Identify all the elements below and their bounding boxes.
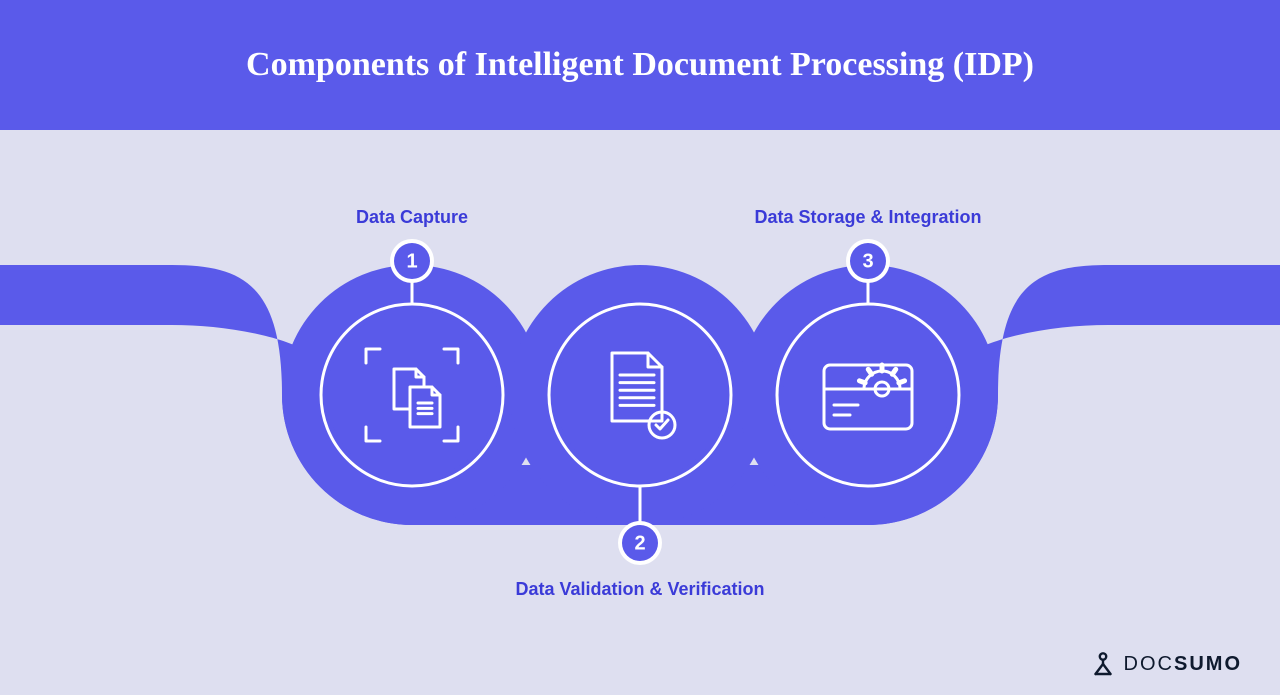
step-1-label: Data Capture: [212, 207, 612, 228]
step-2-label: Data Validation & Verification: [440, 579, 840, 600]
step-number: 2: [634, 532, 645, 554]
page-title: Components of Intelligent Document Proce…: [246, 46, 1034, 84]
header-banner: Components of Intelligent Document Proce…: [0, 0, 1280, 130]
brand-footer: DOCSUMO: [1090, 651, 1242, 677]
step-number: 3: [862, 250, 873, 272]
brand-wordmark: DOCSUMO: [1124, 653, 1242, 676]
step-3-label: Data Storage & Integration: [668, 207, 1068, 228]
process-flow-diagram: 1 2 3: [0, 195, 1280, 595]
step-circle-inner: [783, 310, 953, 480]
infographic-canvas: Components of Intelligent Document Proce…: [0, 0, 1280, 695]
brand-logo-icon: [1090, 651, 1116, 677]
step-number: 1: [406, 250, 417, 272]
